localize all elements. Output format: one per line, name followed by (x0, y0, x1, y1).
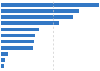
Bar (1, 9, 79, 13)
Bar (1, 28, 39, 31)
Bar (1, 40, 34, 43)
Bar (1, 15, 72, 19)
Bar (1, 64, 4, 68)
Bar (1, 58, 5, 62)
Bar (1, 46, 33, 50)
Bar (1, 34, 35, 37)
Bar (1, 52, 8, 56)
Bar (1, 3, 99, 7)
Bar (1, 21, 59, 25)
